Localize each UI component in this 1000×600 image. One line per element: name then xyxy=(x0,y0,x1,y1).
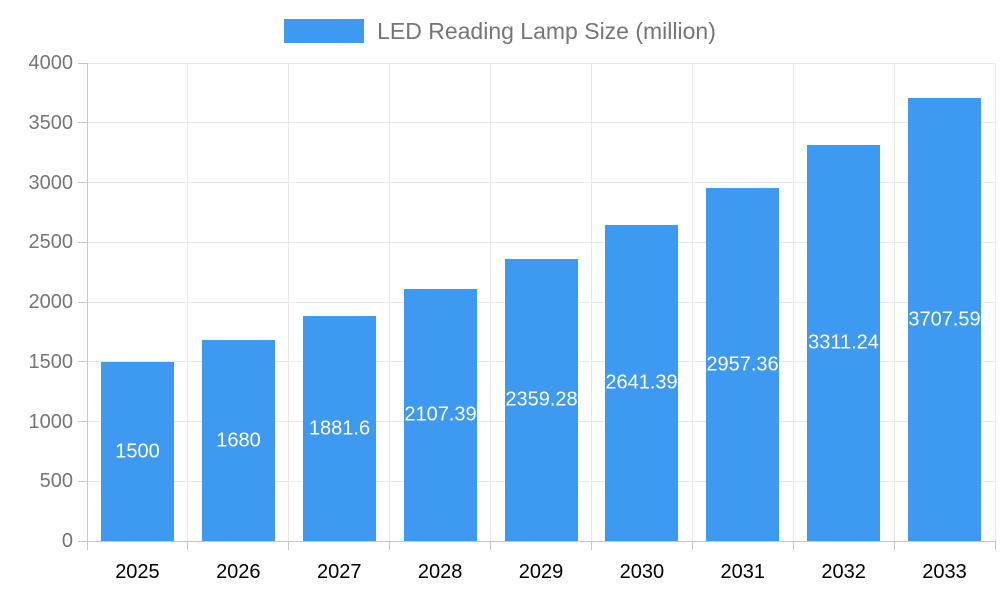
y-tick-mark xyxy=(78,241,87,243)
y-tick-label: 3500 xyxy=(28,111,74,134)
bar-2032[interactable]: 3311.24 xyxy=(807,145,880,541)
y-tick-mark xyxy=(78,421,87,422)
y-gridline xyxy=(87,122,995,124)
x-tick-label: 2027 xyxy=(316,561,362,583)
bar-value-label: 1680 xyxy=(216,429,261,451)
y-gridline xyxy=(87,62,995,64)
x-tick-mark xyxy=(590,541,592,550)
x-tick-mark xyxy=(86,541,88,550)
bar-2031[interactable]: 2957.36 xyxy=(706,188,779,541)
x-tick-label: 2026 xyxy=(216,561,261,583)
bar-value-label: 1881.6 xyxy=(308,417,371,439)
bar-value-label: 1500 xyxy=(115,440,160,462)
bar-value-label: 2957.36 xyxy=(706,353,779,375)
y-tick-mark xyxy=(78,540,87,542)
x-gridline xyxy=(994,63,996,541)
x-tick-label: 2025 xyxy=(115,561,160,583)
bar-2029[interactable]: 2359.28 xyxy=(505,259,578,541)
y-tick-label: 3000 xyxy=(28,171,74,194)
x-tick-label: 2031 xyxy=(720,561,766,583)
bar-value-label: 2359.28 xyxy=(505,388,578,411)
y-tick-mark xyxy=(78,122,87,124)
x-tick-mark xyxy=(490,541,492,550)
y-tick-label: 4000 xyxy=(28,52,74,74)
x-tick-label: 2028 xyxy=(417,561,463,583)
y-tick-mark xyxy=(78,361,87,363)
y-tick-label: 1000 xyxy=(28,410,74,433)
x-tick-mark xyxy=(792,541,794,550)
x-tick-mark xyxy=(288,541,290,550)
y-gridline xyxy=(87,182,995,183)
x-tick-label: 2030 xyxy=(619,561,665,583)
bar-2027[interactable]: 1881.6 xyxy=(303,316,376,541)
bar-2025[interactable]: 1500 xyxy=(101,362,174,541)
x-tick-label: 2029 xyxy=(518,561,564,583)
legend-label: LED Reading Lamp Size (million) xyxy=(377,18,716,44)
bar-value-label: 2107.39 xyxy=(404,403,477,426)
x-tick-mark xyxy=(389,541,391,550)
x-gridline xyxy=(288,63,290,541)
bar-value-label: 2641.39 xyxy=(605,371,678,394)
bar-2030[interactable]: 2641.39 xyxy=(605,225,678,541)
x-gridline xyxy=(691,63,693,541)
bar-value-label: 3707.59 xyxy=(908,308,981,330)
legend-item[interactable]: LED Reading Lamp Size (million) xyxy=(0,18,1000,44)
y-gridline xyxy=(87,241,995,243)
x-gridline xyxy=(187,63,189,541)
bar-value-label: 3311.24 xyxy=(808,331,879,354)
y-tick-mark xyxy=(78,301,87,303)
y-axis-line xyxy=(86,63,88,541)
x-gridline xyxy=(590,63,592,541)
y-tick-label: 500 xyxy=(39,470,73,493)
x-tick-mark xyxy=(893,541,895,550)
plot-area: 1500 1680 1881.6 2107.39 2359.28 2641.39 2957.… xyxy=(87,62,996,541)
bar-2033[interactable]: 3707.59 xyxy=(908,98,981,541)
y-tick-label: 1500 xyxy=(28,350,74,373)
bar-2026[interactable]: 1680 xyxy=(202,340,275,541)
x-gridline xyxy=(792,63,794,541)
legend-swatch-icon xyxy=(284,19,365,43)
y-tick-label: 2500 xyxy=(28,231,74,254)
x-tick-label: 2032 xyxy=(821,561,866,583)
x-gridline xyxy=(389,63,391,541)
y-tick-mark xyxy=(78,182,87,183)
x-tick-mark xyxy=(187,541,189,550)
y-tick-mark xyxy=(78,62,87,64)
bar-2028[interactable]: 2107.39 xyxy=(404,289,477,541)
y-tick-label: 0 xyxy=(61,530,73,552)
x-gridline xyxy=(893,63,895,541)
x-gridline xyxy=(490,63,492,541)
x-tick-mark xyxy=(691,541,693,550)
y-tick-label: 2000 xyxy=(28,291,74,313)
x-tick-label: 2033 xyxy=(922,561,967,583)
x-tick-mark xyxy=(994,541,996,550)
y-tick-mark xyxy=(78,480,87,482)
x-axis-line xyxy=(87,540,995,542)
